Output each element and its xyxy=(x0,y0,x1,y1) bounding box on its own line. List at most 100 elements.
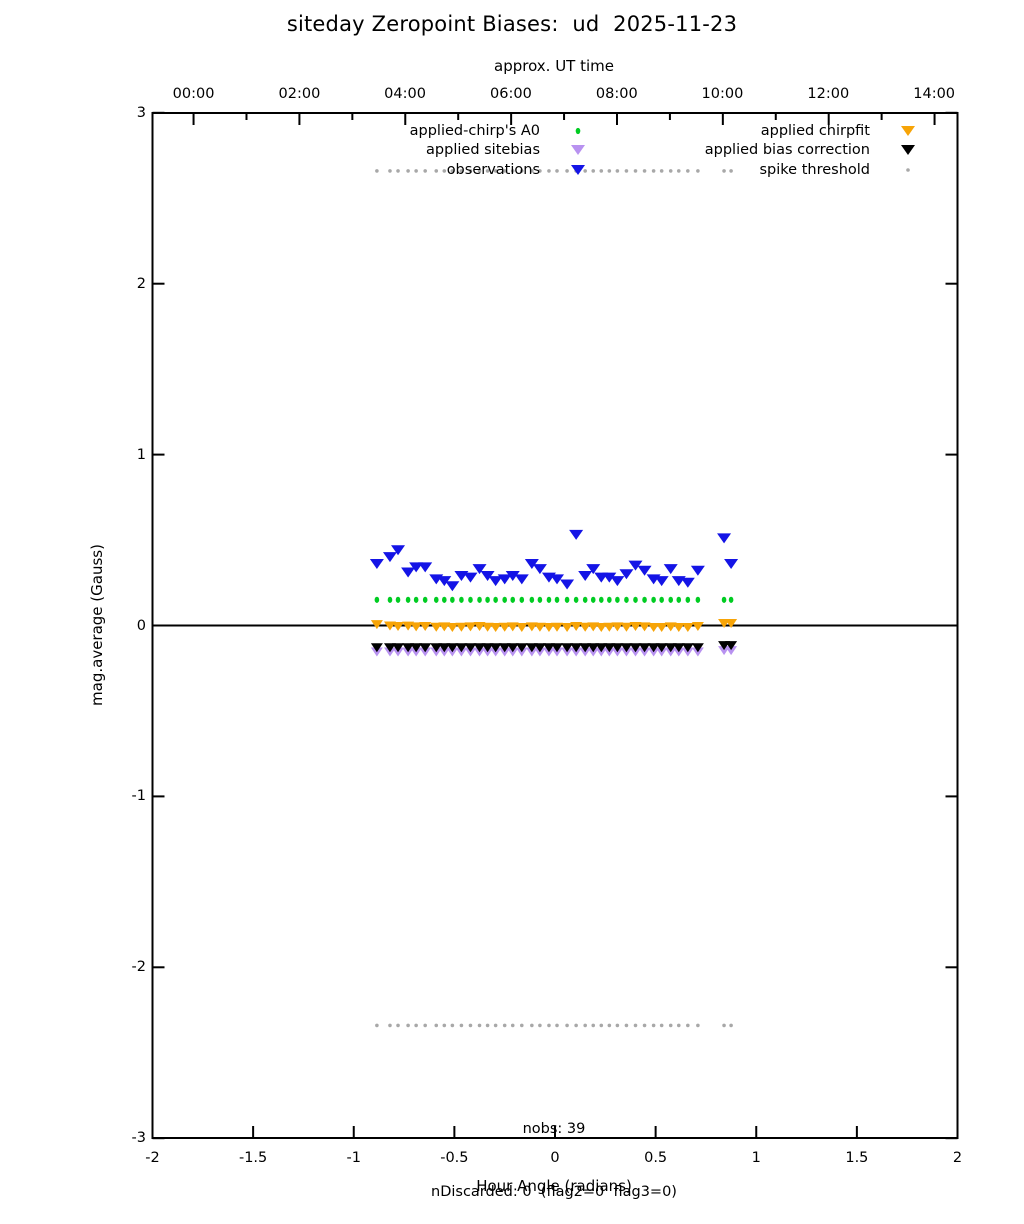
marker-triangle-down xyxy=(901,145,915,156)
marker-small-dot xyxy=(547,1023,551,1028)
marker-small-dot xyxy=(434,1023,439,1028)
y-axis-tick-label: -2 xyxy=(131,959,146,976)
marker-triangle-down xyxy=(561,643,574,653)
marker-triangle-down xyxy=(619,569,634,580)
marker-small-dot xyxy=(574,1023,578,1028)
marker-triangle-down xyxy=(472,564,487,575)
legend-item: spike threshold xyxy=(705,160,916,180)
top-axis-tick-label: 04:00 xyxy=(384,86,426,102)
x-axis-tick-label: 1.5 xyxy=(845,1150,869,1166)
marker-triangle-down xyxy=(524,558,539,569)
marker-dot xyxy=(502,596,507,603)
x-axis-tick-label: 2 xyxy=(952,1150,963,1166)
marker-small-dot xyxy=(530,169,534,173)
marker-triangle-down xyxy=(525,622,538,632)
marker-small-dot xyxy=(583,169,587,173)
marker-triangle-down xyxy=(391,545,406,556)
marker-triangle-down xyxy=(550,574,565,585)
marker-triangle-down xyxy=(560,579,575,590)
marker-triangle-down xyxy=(382,552,397,563)
legend-marker-triangle-down xyxy=(901,145,915,156)
marker-dot xyxy=(685,596,691,603)
marker-small-dot xyxy=(459,169,464,173)
marker-triangle-down xyxy=(438,643,451,653)
marker-small-dot xyxy=(624,169,629,173)
marker-small-dot xyxy=(510,1023,515,1028)
marker-dot xyxy=(485,596,490,603)
marker-small-dot xyxy=(591,1023,596,1028)
marker-triangle-down xyxy=(629,643,642,653)
marker-small-dot xyxy=(450,169,455,173)
marker-triangle-down xyxy=(620,622,633,632)
marker-triangle-down xyxy=(571,145,585,156)
series-a0 xyxy=(374,596,734,603)
y-axis-tick-label: -3 xyxy=(131,1130,146,1147)
marker-triangle-down xyxy=(532,564,547,575)
legend-item: observations xyxy=(410,160,586,180)
legend-marker-small-dot xyxy=(906,167,910,172)
marker-triangle-down xyxy=(611,643,624,653)
marker-small-dot xyxy=(686,1023,690,1028)
marker-triangle-down xyxy=(410,643,423,653)
series-spike_upper xyxy=(375,169,733,173)
marker-triangle-down xyxy=(570,622,583,632)
marker-triangle-down xyxy=(542,643,555,653)
marker-dot xyxy=(590,596,596,603)
marker-small-dot xyxy=(530,1023,534,1028)
marker-dot xyxy=(529,596,535,603)
marker-small-dot xyxy=(696,169,700,173)
marker-triangle-down xyxy=(655,643,668,653)
marker-triangle-down xyxy=(370,643,383,653)
stats-annotation: nobs: 39 nDiscarded: 0 (flag2=0 flag3=0) xyxy=(154,1077,954,1224)
y-axis-tick-label: 1 xyxy=(136,446,146,463)
marker-small-dot xyxy=(468,1023,473,1028)
marker-small-dot xyxy=(388,169,392,173)
marker-triangle-down xyxy=(551,643,564,653)
marker-triangle-down xyxy=(515,623,528,633)
marker-small-dot xyxy=(642,169,647,173)
marker-triangle-down xyxy=(603,643,616,653)
chart-title: siteday Zeropoint Biases: ud 2025-11-23 xyxy=(286,12,738,36)
marker-small-dot xyxy=(468,169,473,173)
marker-small-dot xyxy=(375,1023,379,1028)
marker-small-dot xyxy=(722,169,726,173)
legend-left-column: applied-chirp's A0 applied sitebias observ… xyxy=(410,121,586,180)
marker-triangle-down xyxy=(497,574,512,585)
marker-dot xyxy=(387,596,393,603)
marker-triangle-down xyxy=(533,643,546,653)
marker-small-dot xyxy=(633,1023,638,1028)
marker-dot xyxy=(695,596,701,603)
marker-triangle-down xyxy=(571,164,585,175)
marker-triangle-down xyxy=(401,567,416,578)
marker-dot xyxy=(405,596,411,603)
marker-triangle-down xyxy=(578,570,593,581)
y-axis-tick-label: 0 xyxy=(136,617,146,634)
marker-triangle-down xyxy=(498,643,511,653)
marker-triangle-down xyxy=(629,622,642,632)
marker-triangle-down xyxy=(410,622,423,632)
marker-small-dot xyxy=(591,169,596,173)
marker-triangle-down xyxy=(473,643,486,653)
top-axis-tick-label: 02:00 xyxy=(278,86,321,102)
legend-right-column: applied chirpfit applied bias correction s… xyxy=(705,121,916,180)
marker-dot xyxy=(477,596,482,603)
marker-triangle-down xyxy=(638,622,651,632)
marker-triangle-down xyxy=(498,622,511,632)
legend-label: applied chirpfit xyxy=(760,122,870,139)
marker-triangle-down xyxy=(587,622,600,632)
marker-triangle-down xyxy=(725,641,738,651)
marker-triangle-down xyxy=(680,577,695,588)
marker-triangle-down xyxy=(402,643,415,653)
marker-triangle-down xyxy=(725,618,738,628)
marker-dot xyxy=(442,596,447,603)
y-axis-label: mag.average (Gauss) xyxy=(88,544,106,706)
legend-label: applied bias correction xyxy=(704,142,870,159)
marker-triangle-down xyxy=(681,643,694,653)
marker-small-dot xyxy=(651,1023,656,1028)
marker-triangle-down xyxy=(430,622,443,632)
marker-triangle-down xyxy=(481,622,494,632)
marker-triangle-down xyxy=(717,533,732,544)
marker-triangle-down xyxy=(515,643,528,653)
marker-triangle-down xyxy=(505,570,520,581)
marker-small-dot xyxy=(450,1023,455,1028)
